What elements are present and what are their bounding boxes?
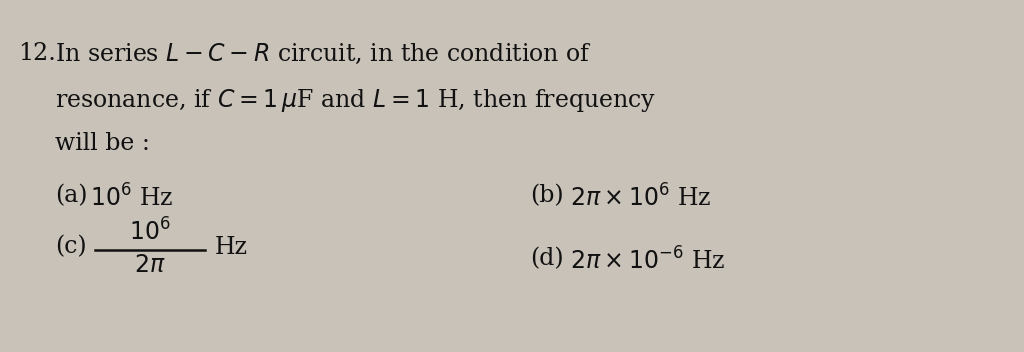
Text: $2\pi \times 10^{-6}$ Hz: $2\pi \times 10^{-6}$ Hz: [570, 247, 725, 274]
Text: (c): (c): [55, 235, 87, 258]
Text: Hz: Hz: [215, 235, 248, 258]
Text: (b): (b): [530, 184, 563, 207]
Text: resonance, if $C = 1\,\mu$F and $L = 1$ H, then frequency: resonance, if $C = 1\,\mu$F and $L = 1$ …: [55, 87, 656, 114]
Text: $10^6$ Hz: $10^6$ Hz: [90, 184, 173, 211]
Text: will be :: will be :: [55, 132, 150, 155]
Text: (a): (a): [55, 184, 87, 207]
Text: In series $L-C-R$ circuit, in the condition of: In series $L-C-R$ circuit, in the condit…: [55, 42, 592, 66]
Text: (d): (d): [530, 247, 563, 270]
Text: $10^6$: $10^6$: [129, 219, 171, 246]
Text: 12.: 12.: [18, 42, 56, 65]
Text: $2\pi$: $2\pi$: [134, 254, 166, 277]
Text: $2\pi \times 10^6$ Hz: $2\pi \times 10^6$ Hz: [570, 184, 712, 211]
